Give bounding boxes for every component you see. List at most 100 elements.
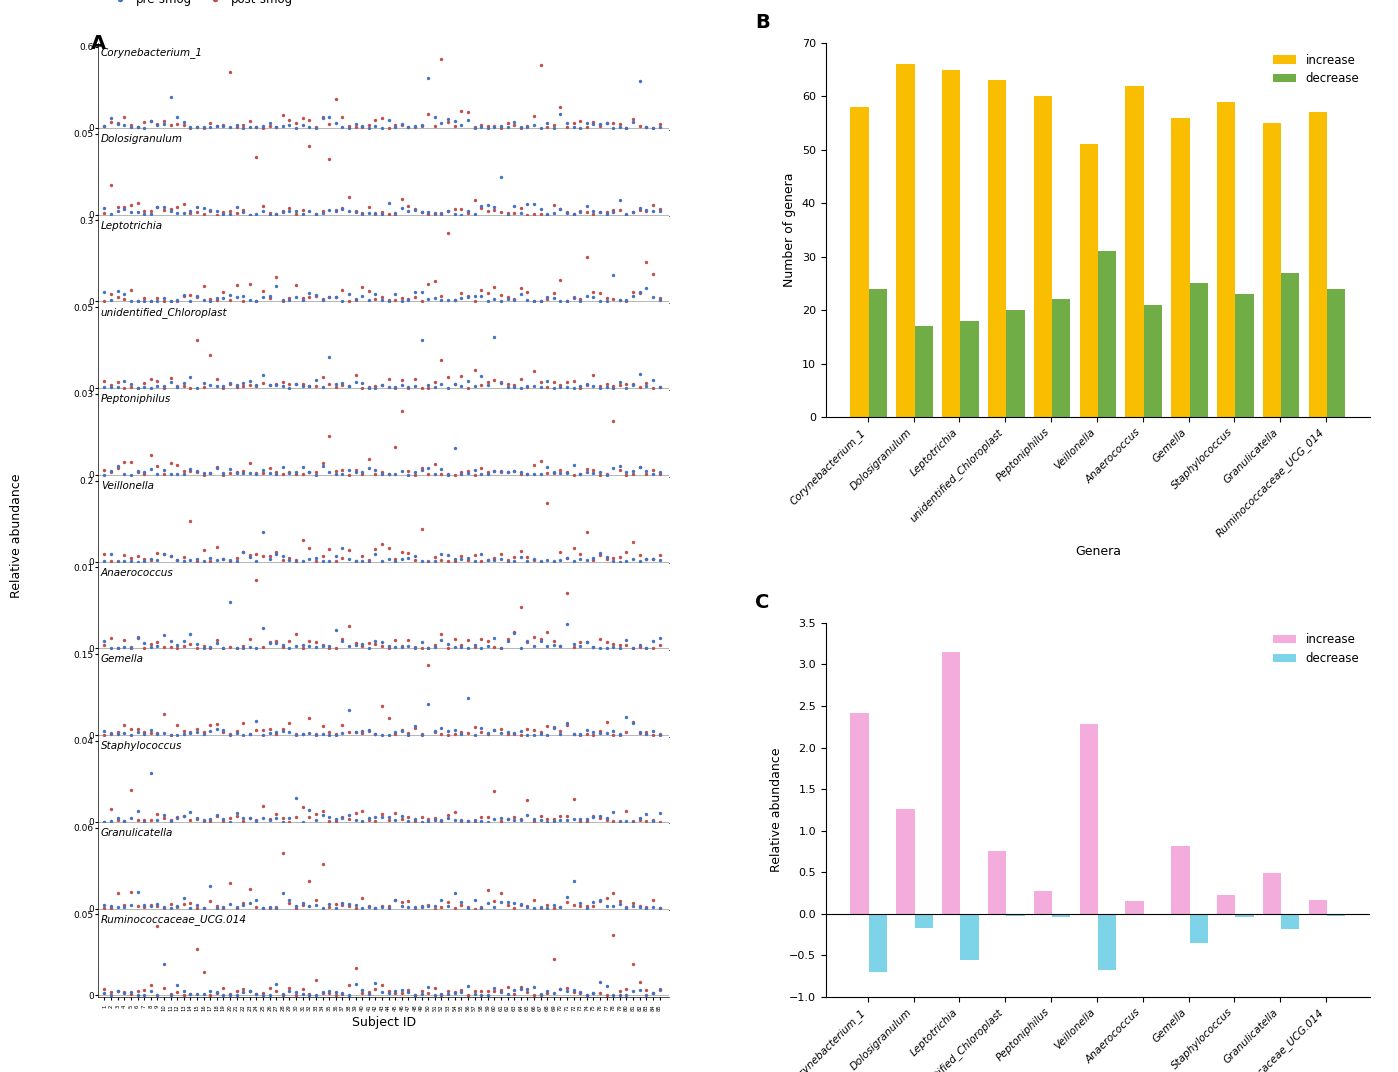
Point xyxy=(503,197,526,214)
Point xyxy=(271,106,294,123)
Point xyxy=(503,462,526,479)
Point xyxy=(496,463,519,480)
Point xyxy=(206,459,228,476)
Point xyxy=(496,551,519,568)
Point xyxy=(99,899,122,917)
Point xyxy=(484,721,506,739)
Point xyxy=(252,548,274,565)
Point xyxy=(186,204,208,221)
Point xyxy=(94,378,116,396)
Point xyxy=(635,724,657,741)
Point xyxy=(535,624,558,641)
Point xyxy=(510,286,533,303)
Point xyxy=(411,727,433,744)
Point xyxy=(166,727,189,744)
Point xyxy=(583,205,605,222)
Point xyxy=(443,205,466,222)
Point xyxy=(271,985,294,1002)
Point xyxy=(331,894,354,911)
Point xyxy=(576,463,598,480)
Point xyxy=(113,547,136,564)
Point xyxy=(589,546,611,563)
Point xyxy=(126,986,148,1003)
Point xyxy=(120,375,143,392)
Point xyxy=(411,520,433,537)
Point xyxy=(608,461,630,478)
Point xyxy=(305,726,327,743)
Point xyxy=(166,198,189,215)
Point xyxy=(152,379,175,397)
Point xyxy=(457,978,480,995)
Point xyxy=(484,462,506,479)
Point xyxy=(549,981,572,998)
Point xyxy=(358,551,380,568)
Point xyxy=(576,813,598,830)
Point xyxy=(404,719,426,736)
Point xyxy=(569,813,591,830)
Point xyxy=(126,720,148,738)
Point xyxy=(199,115,221,132)
Point xyxy=(608,639,630,656)
Point xyxy=(629,724,651,741)
Point xyxy=(298,725,320,742)
Point xyxy=(140,812,162,829)
Point xyxy=(510,549,533,566)
Point xyxy=(338,977,361,994)
Point xyxy=(152,116,175,133)
Point xyxy=(377,293,400,310)
Point xyxy=(523,552,545,569)
Point xyxy=(166,898,189,915)
Point xyxy=(152,899,175,917)
Point xyxy=(266,269,288,286)
Point xyxy=(470,724,492,741)
Point xyxy=(384,438,407,456)
Point xyxy=(285,465,308,482)
Point xyxy=(523,465,545,482)
Point xyxy=(99,800,122,817)
Point xyxy=(140,293,162,310)
Point xyxy=(535,897,558,914)
Point xyxy=(305,553,327,570)
Point xyxy=(556,374,579,391)
Point xyxy=(516,292,538,309)
Point xyxy=(331,716,354,733)
Point xyxy=(271,373,294,390)
Point xyxy=(193,466,215,483)
Point xyxy=(358,984,380,1001)
Point xyxy=(457,551,480,568)
Point xyxy=(159,986,182,1003)
Point xyxy=(556,714,579,731)
Point xyxy=(278,980,301,997)
Point xyxy=(377,370,400,387)
Point xyxy=(99,552,122,569)
Point xyxy=(496,206,519,223)
Bar xyxy=(1327,913,1345,917)
Point xyxy=(470,640,492,657)
Point xyxy=(549,637,572,654)
Point xyxy=(622,287,644,304)
Point xyxy=(477,373,499,390)
Point xyxy=(417,276,439,293)
Point xyxy=(259,115,281,132)
Point xyxy=(622,983,644,1000)
Point xyxy=(603,266,625,283)
Point xyxy=(562,552,584,569)
Point xyxy=(569,293,591,310)
Point xyxy=(120,293,143,310)
Point xyxy=(384,292,407,309)
Point xyxy=(351,899,373,917)
Point xyxy=(126,463,148,480)
Point xyxy=(390,894,412,911)
Point xyxy=(159,899,182,917)
Bar xyxy=(1218,102,1236,417)
Point xyxy=(642,639,664,656)
Point xyxy=(463,900,485,918)
Point xyxy=(278,203,301,220)
Point xyxy=(331,376,354,393)
Point xyxy=(390,462,412,479)
Point xyxy=(411,379,433,397)
Point xyxy=(384,724,407,741)
Point xyxy=(503,376,526,393)
Point xyxy=(266,463,288,480)
Point xyxy=(535,982,558,999)
